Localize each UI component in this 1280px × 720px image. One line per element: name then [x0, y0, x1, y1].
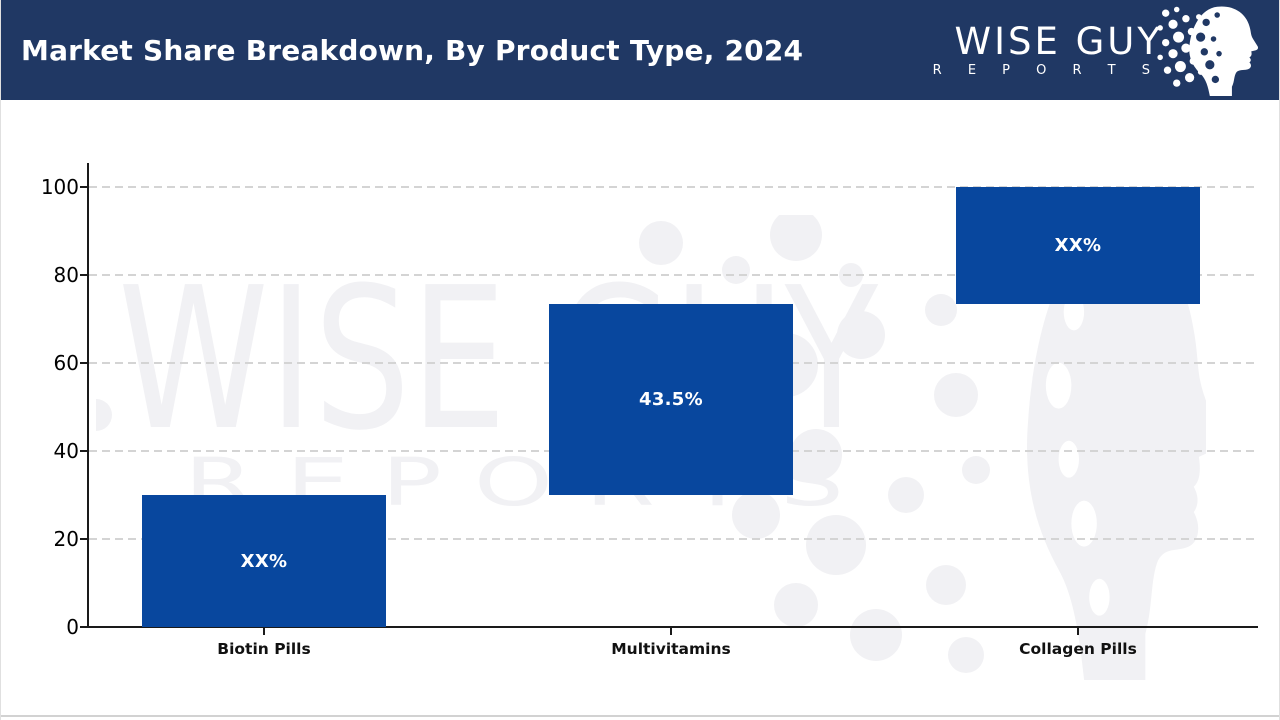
bar-value-label: XX%	[240, 550, 288, 572]
y-axis-tick-0	[80, 626, 87, 628]
gridline-100	[89, 186, 1258, 188]
chart-area: WISE GUY R E P O R T S	[1, 100, 1279, 717]
x-axis	[87, 626, 1258, 628]
y-axis-tick-20	[80, 538, 87, 540]
y-tick-label-80: 80	[53, 263, 79, 287]
gridline-80	[89, 274, 1258, 276]
logo-subtitle: R E P O R T S	[932, 62, 1161, 78]
bar-value-label: XX%	[1054, 234, 1102, 256]
y-tick-label-20: 20	[53, 527, 79, 551]
y-axis-tick-60	[80, 362, 87, 364]
y-axis-tick-80	[80, 274, 87, 276]
wise-guy-logo: WISE GUY R E P O R T S	[933, 4, 1267, 96]
bottom-divider	[1, 715, 1279, 717]
y-axis-tick-40	[80, 450, 87, 452]
x-axis-tick-1	[670, 628, 672, 635]
logo-wordmark: WISE GUY	[954, 19, 1163, 63]
y-tick-label-60: 60	[53, 351, 79, 375]
gridline-20	[89, 538, 1258, 540]
logo-text: WISE GUY R E P O R T S	[933, 23, 1163, 78]
x-category-label-2: Collagen Pills	[1019, 640, 1137, 658]
bar-multivitamins: 43.5%	[549, 303, 793, 495]
y-tick-label-100: 100	[40, 175, 79, 199]
y-axis	[87, 163, 89, 628]
bar-value-label: 43.5%	[639, 388, 703, 410]
header-bar: Market Share Breakdown, By Product Type,…	[1, 0, 1279, 100]
x-category-label-1: Multivitamins	[611, 640, 731, 658]
chart-title: Market Share Breakdown, By Product Type,…	[21, 33, 804, 67]
x-category-label-0: Biotin Pills	[217, 640, 311, 658]
logo-head-icon	[1157, 6, 1259, 96]
x-axis-tick-0	[263, 628, 265, 635]
y-tick-label-0: 0	[66, 615, 79, 639]
y-tick-label-40: 40	[53, 439, 79, 463]
bar-biotin-pills: XX%	[142, 495, 386, 627]
bar-collagen-pills: XX%	[956, 187, 1200, 304]
y-axis-tick-100	[80, 186, 87, 188]
x-axis-tick-2	[1077, 628, 1079, 635]
